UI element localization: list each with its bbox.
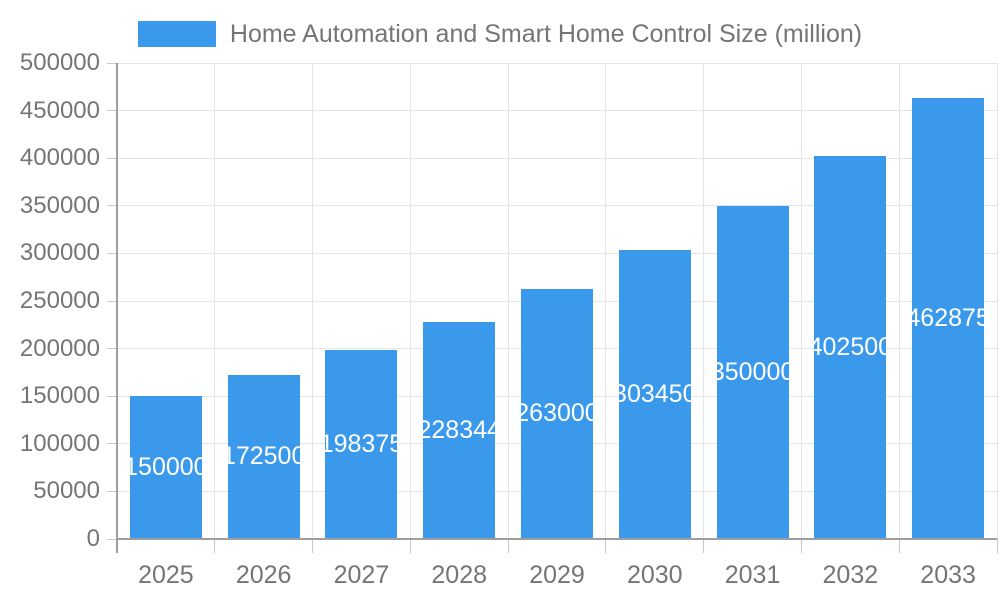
v-gridline: [312, 63, 314, 539]
y-axis-tick: [107, 110, 117, 112]
bar: 198375: [325, 350, 398, 539]
bar: 150000: [129, 396, 202, 539]
bar-value-label: 350000: [716, 357, 789, 386]
h-gridline: [117, 62, 997, 64]
x-axis-tick: [800, 539, 802, 553]
bar: 350000: [716, 205, 789, 539]
v-gridline: [800, 63, 802, 539]
h-gridline: [117, 252, 997, 254]
bar-value-label: 263000: [521, 399, 593, 428]
x-axis-label: 2032: [822, 561, 879, 589]
y-axis-label: 100000: [19, 429, 100, 457]
x-axis-tick: [996, 539, 998, 553]
v-gridline: [214, 63, 216, 539]
y-axis-tick: [107, 157, 117, 159]
x-axis-tick: [312, 539, 314, 553]
y-axis-label: 500000: [19, 49, 100, 76]
bar: 402500: [814, 155, 887, 539]
x-axis-tick: [703, 539, 705, 553]
x-axis-tick: [605, 539, 607, 553]
y-axis-tick: [107, 205, 117, 207]
y-axis-tick: [107, 252, 117, 254]
y-axis-label: 0: [86, 525, 100, 552]
legend-series-label[interactable]: Home Automation and Smart Home Control S…: [229, 19, 863, 48]
y-axis-label: 150000: [19, 382, 100, 410]
bar: 263000: [521, 288, 593, 539]
y-axis-label: 300000: [19, 239, 100, 267]
bar-value-label: 303450: [618, 380, 691, 409]
y-axis-tick: [107, 300, 117, 302]
x-axis-label: 2029: [529, 561, 585, 589]
y-axis-line: [116, 63, 118, 553]
v-gridline: [996, 63, 998, 539]
x-axis-tick: [507, 539, 509, 553]
v-gridline: [898, 63, 900, 539]
h-gridline: [117, 157, 997, 159]
bar: 172500: [227, 374, 300, 539]
v-gridline: [409, 63, 411, 539]
bar-value-label: 150000: [129, 453, 202, 482]
y-axis-tick: [107, 395, 117, 397]
y-axis-tick: [107, 62, 117, 64]
x-axis-label: 2028: [431, 561, 488, 589]
bar-value-label: 198375: [325, 430, 398, 459]
h-gridline: [117, 110, 997, 112]
x-axis-label: 2027: [333, 561, 390, 589]
y-axis-label: 200000: [19, 334, 100, 362]
x-axis-label: 2030: [626, 561, 683, 589]
bar: 462875: [912, 98, 985, 539]
h-gridline: [117, 205, 997, 207]
x-axis-label: 2031: [724, 561, 781, 589]
bar-value-label: 228344: [423, 415, 496, 444]
legend[interactable]: Home Automation and Smart Home Control S…: [0, 14, 1000, 54]
bar-value-label: 462875: [912, 304, 985, 333]
x-axis-tick: [898, 539, 900, 553]
y-axis-tick: [107, 538, 117, 540]
y-axis-label: 450000: [19, 96, 100, 124]
y-axis-tick: [107, 348, 117, 350]
bar-value-label: 402500: [814, 332, 887, 361]
x-axis-line: [117, 538, 997, 540]
x-axis-tick: [409, 539, 411, 553]
x-axis-label: 2025: [138, 561, 194, 589]
y-axis-tick: [107, 443, 117, 445]
x-axis-label: 2033: [920, 561, 976, 589]
v-gridline: [507, 63, 509, 539]
legend-swatch[interactable]: [137, 21, 216, 47]
y-axis-label: 50000: [33, 477, 100, 505]
bar: 303450: [618, 250, 691, 539]
bar: 228344: [423, 321, 496, 539]
y-axis-label: 250000: [19, 287, 100, 314]
x-axis-label: 2026: [235, 561, 292, 589]
x-axis-tick: [214, 539, 216, 553]
y-axis-label: 400000: [19, 144, 100, 172]
bar-value-label: 172500: [227, 442, 300, 471]
y-axis-label: 350000: [19, 191, 100, 219]
v-gridline: [605, 63, 607, 539]
y-axis-tick: [107, 490, 117, 492]
v-gridline: [703, 63, 705, 539]
